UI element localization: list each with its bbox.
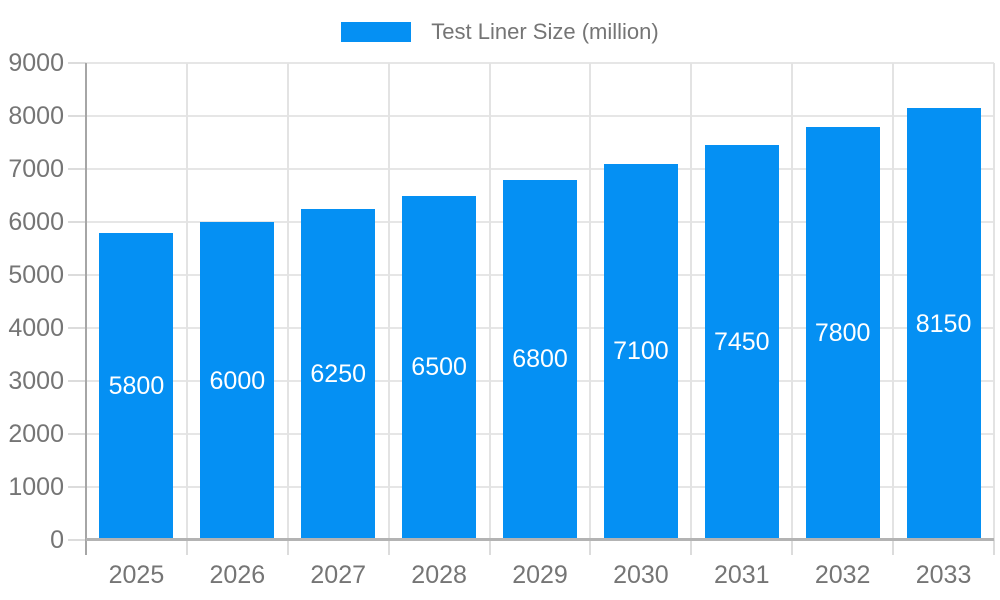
bar-value-label: 7100 bbox=[613, 337, 669, 366]
x-axis-label: 2032 bbox=[814, 561, 871, 589]
bar-value-label: 6500 bbox=[411, 353, 467, 382]
bar-value-label: 7450 bbox=[713, 328, 770, 357]
x-axis-label: 2026 bbox=[209, 561, 266, 589]
x-gridline bbox=[690, 63, 693, 540]
bar-2033[interactable]: 8150 bbox=[906, 108, 981, 540]
y-tick bbox=[68, 380, 86, 382]
x-axis-label: 2033 bbox=[915, 561, 972, 589]
x-axis-baseline bbox=[86, 538, 994, 541]
y-tick bbox=[68, 62, 86, 64]
x-axis-label: 2028 bbox=[411, 561, 467, 589]
bar-value-label: 6250 bbox=[310, 359, 367, 388]
x-gridline bbox=[993, 63, 995, 540]
x-tick bbox=[387, 540, 390, 555]
x-gridline bbox=[488, 63, 491, 540]
x-tick bbox=[488, 540, 491, 555]
x-gridline bbox=[286, 63, 289, 540]
y-tick bbox=[68, 327, 86, 329]
y-axis-line bbox=[85, 63, 87, 555]
bar-2029[interactable]: 6800 bbox=[503, 179, 577, 540]
x-tick bbox=[993, 540, 995, 555]
y-axis-label: 6000 bbox=[8, 208, 64, 236]
y-axis-label: 9000 bbox=[8, 49, 64, 77]
y-tick bbox=[68, 274, 86, 276]
x-tick bbox=[690, 540, 693, 555]
bar-2031[interactable]: 7450 bbox=[704, 145, 779, 540]
y-gridline bbox=[86, 115, 994, 117]
x-axis-label: 2030 bbox=[613, 561, 669, 589]
y-tick bbox=[68, 168, 86, 170]
x-axis-label: 2029 bbox=[512, 561, 568, 589]
y-tick bbox=[68, 539, 86, 541]
x-tick bbox=[589, 540, 592, 555]
y-axis-label: 0 bbox=[50, 526, 64, 554]
y-tick bbox=[68, 486, 86, 488]
y-tick bbox=[68, 433, 86, 435]
bar-2025[interactable]: 5800 bbox=[99, 232, 174, 540]
bar-2032[interactable]: 7800 bbox=[805, 126, 880, 540]
bar-value-label: 6800 bbox=[512, 345, 568, 374]
legend-label: Test Liner Size (million) bbox=[431, 19, 659, 44]
bar-2028[interactable]: 6500 bbox=[402, 195, 477, 540]
x-gridline bbox=[892, 63, 895, 540]
x-axis-label: 2027 bbox=[310, 561, 367, 589]
x-gridline bbox=[185, 63, 188, 540]
bar-2030[interactable]: 7100 bbox=[603, 163, 678, 540]
y-axis-label: 4000 bbox=[8, 314, 64, 342]
bar-2026[interactable]: 6000 bbox=[200, 222, 275, 540]
x-tick bbox=[286, 540, 289, 555]
y-gridline bbox=[86, 168, 994, 170]
x-axis-label: 2031 bbox=[713, 561, 770, 589]
x-axis-label: 2025 bbox=[108, 561, 165, 589]
legend-swatch bbox=[341, 22, 412, 42]
y-axis-label: 5000 bbox=[8, 261, 64, 289]
y-axis-label: 3000 bbox=[8, 367, 64, 395]
bar-value-label: 7800 bbox=[814, 318, 871, 347]
y-axis-label: 2000 bbox=[8, 420, 64, 448]
bar-value-label: 8150 bbox=[915, 309, 972, 338]
x-tick bbox=[185, 540, 188, 555]
y-tick bbox=[68, 115, 86, 117]
x-tick bbox=[791, 540, 794, 555]
x-tick bbox=[892, 540, 895, 555]
y-axis-label: 7000 bbox=[8, 155, 64, 183]
x-gridline bbox=[791, 63, 794, 540]
y-tick bbox=[68, 221, 86, 223]
x-gridline bbox=[387, 63, 390, 540]
x-gridline bbox=[589, 63, 592, 540]
bar-2027[interactable]: 6250 bbox=[301, 208, 376, 540]
y-axis-label: 8000 bbox=[8, 102, 64, 130]
y-axis-label: 1000 bbox=[8, 473, 64, 501]
legend[interactable]: Test Liner Size (million) bbox=[0, 18, 1000, 46]
bar-value-label: 5800 bbox=[108, 371, 165, 400]
y-gridline bbox=[86, 62, 994, 64]
bar-value-label: 6000 bbox=[209, 366, 266, 395]
